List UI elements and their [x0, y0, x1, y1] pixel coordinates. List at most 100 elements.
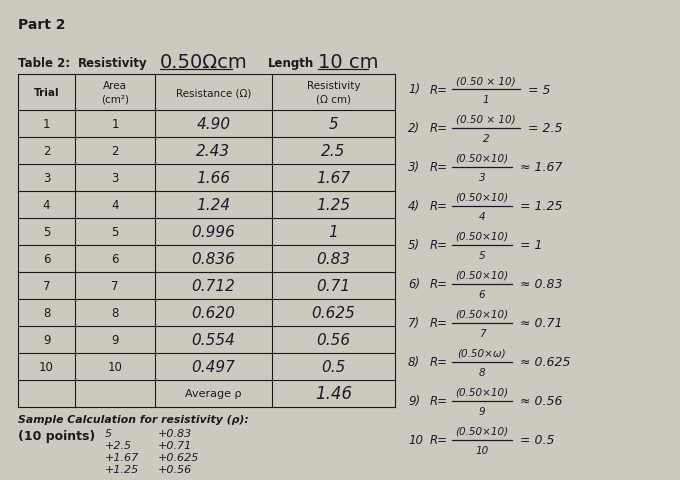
Text: +0.625: +0.625 — [158, 452, 199, 462]
Text: 8): 8) — [408, 356, 420, 369]
Text: 1.46: 1.46 — [315, 384, 352, 403]
Text: R=: R= — [430, 433, 448, 446]
Text: 0.497: 0.497 — [192, 359, 235, 374]
Text: 10 cm: 10 cm — [318, 53, 379, 72]
Text: 5: 5 — [112, 226, 119, 239]
Text: 0.5: 0.5 — [322, 359, 345, 374]
Text: 6: 6 — [43, 252, 50, 265]
Text: Sample Calculation for resistivity (ρ):: Sample Calculation for resistivity (ρ): — [18, 414, 249, 424]
Text: R=: R= — [430, 84, 448, 96]
Text: Table 2:: Table 2: — [18, 57, 70, 70]
Text: 7: 7 — [112, 279, 119, 292]
Text: +1.67: +1.67 — [105, 452, 139, 462]
Text: 9: 9 — [43, 333, 50, 346]
Text: 0.83: 0.83 — [316, 252, 351, 266]
Text: 2.43: 2.43 — [197, 144, 231, 159]
Text: +0.83: +0.83 — [158, 428, 192, 438]
Text: 4: 4 — [112, 199, 119, 212]
Text: = 1: = 1 — [520, 239, 543, 252]
Text: 2: 2 — [43, 144, 50, 157]
Text: ≈ 0.83: ≈ 0.83 — [520, 278, 562, 291]
Text: 0.625: 0.625 — [311, 305, 356, 320]
Text: 3: 3 — [43, 172, 50, 185]
Text: (0.50×10): (0.50×10) — [456, 192, 509, 203]
Text: 5: 5 — [328, 117, 339, 132]
Text: ≈ 1.67: ≈ 1.67 — [520, 161, 562, 174]
Text: (0.50 × 10): (0.50 × 10) — [456, 76, 516, 86]
Text: (cm²): (cm²) — [101, 95, 129, 105]
Text: (0.50×10): (0.50×10) — [456, 426, 509, 436]
Text: 1: 1 — [483, 95, 490, 105]
Text: 6: 6 — [479, 289, 486, 300]
Text: 5: 5 — [105, 428, 112, 438]
Text: (0.50×ω): (0.50×ω) — [458, 348, 507, 358]
Text: 0.620: 0.620 — [192, 305, 235, 320]
Text: R=: R= — [430, 278, 448, 291]
Text: 10: 10 — [475, 445, 489, 455]
Text: R=: R= — [430, 395, 448, 408]
Text: Length: Length — [268, 57, 314, 70]
Text: 4): 4) — [408, 200, 420, 213]
Text: (Ω cm): (Ω cm) — [316, 95, 351, 105]
Text: 0.50Ωcm: 0.50Ωcm — [160, 53, 248, 72]
Text: 2): 2) — [408, 122, 420, 135]
Text: +0.56: +0.56 — [158, 464, 192, 474]
Text: = 0.5: = 0.5 — [520, 433, 554, 446]
Text: 8: 8 — [112, 306, 119, 319]
Text: R=: R= — [430, 161, 448, 174]
Text: 3): 3) — [408, 161, 420, 174]
Text: R=: R= — [430, 356, 448, 369]
Text: 0.56: 0.56 — [316, 332, 351, 347]
Text: Trial: Trial — [34, 88, 59, 98]
Text: R=: R= — [430, 200, 448, 213]
Text: ≈ 0.71: ≈ 0.71 — [520, 317, 562, 330]
Text: Area: Area — [103, 81, 127, 91]
Text: = 2.5: = 2.5 — [528, 122, 562, 135]
Text: 5: 5 — [479, 251, 486, 261]
Text: 6): 6) — [408, 278, 420, 291]
Text: (0.50×10): (0.50×10) — [456, 231, 509, 241]
Text: 8: 8 — [479, 367, 486, 377]
Text: ≈ 0.56: ≈ 0.56 — [520, 395, 562, 408]
Text: 4: 4 — [479, 212, 486, 222]
Text: Part 2: Part 2 — [18, 18, 65, 32]
Text: 0.71: 0.71 — [316, 278, 351, 293]
Text: +1.25: +1.25 — [105, 464, 139, 474]
Text: 7: 7 — [479, 328, 486, 338]
Text: 2: 2 — [112, 144, 119, 157]
Text: R=: R= — [430, 239, 448, 252]
Text: 9: 9 — [112, 333, 119, 346]
Text: 3: 3 — [112, 172, 119, 185]
Text: = 5: = 5 — [528, 84, 551, 96]
Text: 1.66: 1.66 — [197, 171, 231, 186]
Text: 4.90: 4.90 — [197, 117, 231, 132]
Text: 7: 7 — [43, 279, 50, 292]
Text: 1.25: 1.25 — [316, 198, 351, 213]
Text: 1: 1 — [112, 118, 119, 131]
Text: 1: 1 — [328, 225, 339, 240]
Text: Resistance (Ω): Resistance (Ω) — [176, 88, 251, 98]
Text: ≈ 0.625: ≈ 0.625 — [520, 356, 571, 369]
Text: 2: 2 — [483, 134, 490, 144]
Text: 7): 7) — [408, 317, 420, 330]
Text: (0.50×10): (0.50×10) — [456, 309, 509, 319]
Text: 1.67: 1.67 — [316, 171, 351, 186]
Text: (0.50×10): (0.50×10) — [456, 154, 509, 164]
Text: 10: 10 — [39, 360, 54, 373]
Text: R=: R= — [430, 317, 448, 330]
Text: (0.50×10): (0.50×10) — [456, 387, 509, 397]
Text: 4: 4 — [43, 199, 50, 212]
Text: 8: 8 — [43, 306, 50, 319]
Text: 5): 5) — [408, 239, 420, 252]
Text: 10: 10 — [107, 360, 122, 373]
Text: 3: 3 — [479, 173, 486, 182]
Text: 0.836: 0.836 — [192, 252, 235, 266]
Text: 9): 9) — [408, 395, 420, 408]
Text: (10 points): (10 points) — [18, 429, 95, 442]
Text: Resistivity: Resistivity — [307, 81, 360, 91]
Text: 1.24: 1.24 — [197, 198, 231, 213]
Text: 5: 5 — [43, 226, 50, 239]
Text: (0.50 × 10): (0.50 × 10) — [456, 115, 516, 125]
Text: 0.996: 0.996 — [192, 225, 235, 240]
Text: +0.71: +0.71 — [158, 440, 192, 450]
